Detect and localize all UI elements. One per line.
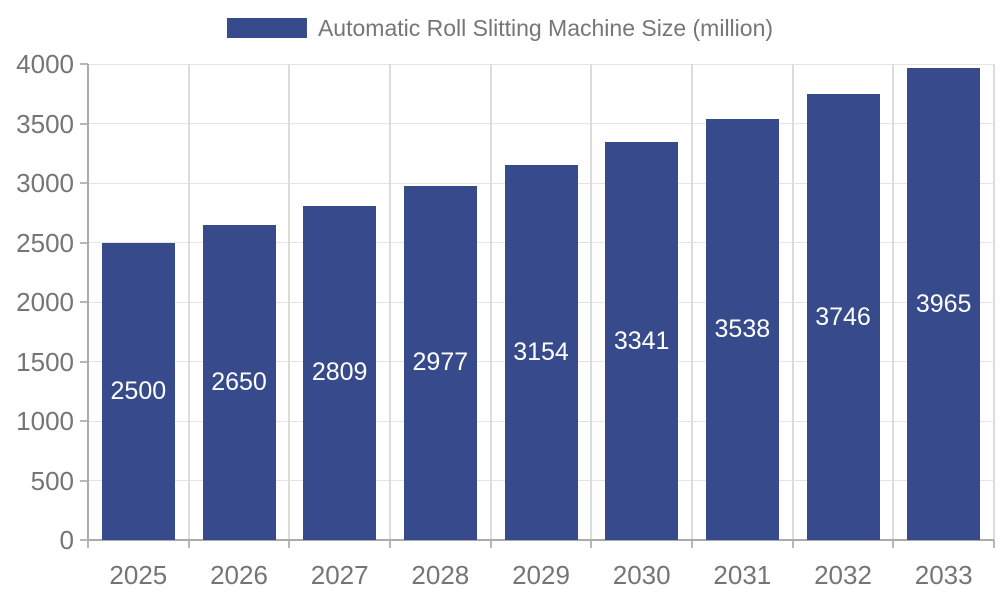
gridline-vertical-5 [590,64,593,540]
y-axis-label-1000: 1000 [16,406,74,436]
y-axis-label-4000: 4000 [16,49,74,79]
y-axis-label-0: 0 [59,525,74,555]
y-axis-tick-2000 [80,301,88,303]
gridline-vertical-6 [691,64,693,540]
x-axis-label-2033: 2033 [914,560,973,590]
bar-2026[interactable]: 2650 [202,224,276,540]
x-axis-label-2028: 2028 [411,560,470,590]
bar-value-label: 2809 [311,358,368,387]
x-axis-tick-2 [288,540,291,548]
bar-value-label: 2977 [412,348,469,377]
legend-label: Automatic Roll Slitting Machine Size (mi… [317,15,774,41]
gridline-vertical-1 [187,64,190,540]
gridline-vertical-4 [489,64,492,540]
x-axis-label-2026: 2026 [210,560,268,590]
x-axis-label-2031: 2031 [713,560,772,590]
bar-2033[interactable]: 3965 [907,68,981,540]
x-axis-line [88,539,994,541]
bar-value-label: 3538 [714,314,771,343]
x-axis-tick-6 [691,540,693,548]
chart-legend[interactable]: Automatic Roll Slitting Machine Size (mi… [226,14,774,42]
bar-2029[interactable]: 3154 [504,164,578,540]
bar-2025[interactable]: 2500 [101,242,175,540]
y-axis-label-2500: 2500 [16,227,74,258]
y-axis-tick-1000 [80,420,88,422]
x-axis-label-2025: 2025 [109,560,168,590]
x-axis-tick-0 [87,540,89,548]
y-axis-line [87,64,89,540]
y-axis-tick-2500 [80,241,88,244]
gridline-vertical-2 [288,64,291,540]
bar-2032[interactable]: 3746 [806,94,880,540]
gridline-horizontal-4000 [88,63,994,65]
y-axis-tick-3500 [80,122,88,125]
y-axis-tick-1500 [80,360,88,363]
gridline-vertical-3 [389,64,391,540]
x-axis-tick-7 [791,540,794,548]
y-axis-label-2000: 2000 [16,287,74,317]
gridline-vertical-8 [892,64,895,540]
x-axis-tick-5 [590,540,593,548]
x-axis-tick-9 [993,540,995,548]
y-axis-tick-3000 [80,182,88,184]
legend-swatch [226,18,307,38]
bar-2028[interactable]: 2977 [403,185,477,540]
bar-value-label: 3154 [513,337,569,366]
bar-2031[interactable]: 3538 [705,118,779,540]
x-axis-label-2032: 2032 [814,560,872,590]
x-axis-tick-8 [892,540,895,548]
x-axis-label-2027: 2027 [310,560,369,590]
x-axis-tick-4 [489,540,492,548]
y-axis-tick-4000 [80,63,88,65]
bar-value-label: 3746 [815,302,871,331]
bar-2030[interactable]: 3341 [605,142,679,540]
y-axis-label-3500: 3500 [16,108,74,139]
y-axis-label-1500: 1500 [16,346,74,377]
bar-value-label: 2500 [110,376,167,405]
gridline-vertical-7 [791,64,794,540]
bar-value-label: 3341 [613,326,670,355]
x-axis-label-2030: 2030 [612,560,671,590]
x-axis-label-2029: 2029 [512,560,570,590]
y-axis-tick-500 [80,479,88,482]
bar-2027[interactable]: 2809 [303,205,377,540]
x-axis-tick-3 [389,540,391,548]
gridline-vertical-9 [993,64,995,540]
gridline-horizontal-3500 [88,123,994,124]
bar-value-label: 3965 [915,289,972,318]
y-axis-label-3000: 3000 [16,168,74,198]
y-axis-label-500: 500 [30,465,74,496]
bar-value-label: 2650 [211,367,267,396]
y-axis-tick-0 [80,539,88,541]
x-axis-tick-1 [187,540,190,548]
